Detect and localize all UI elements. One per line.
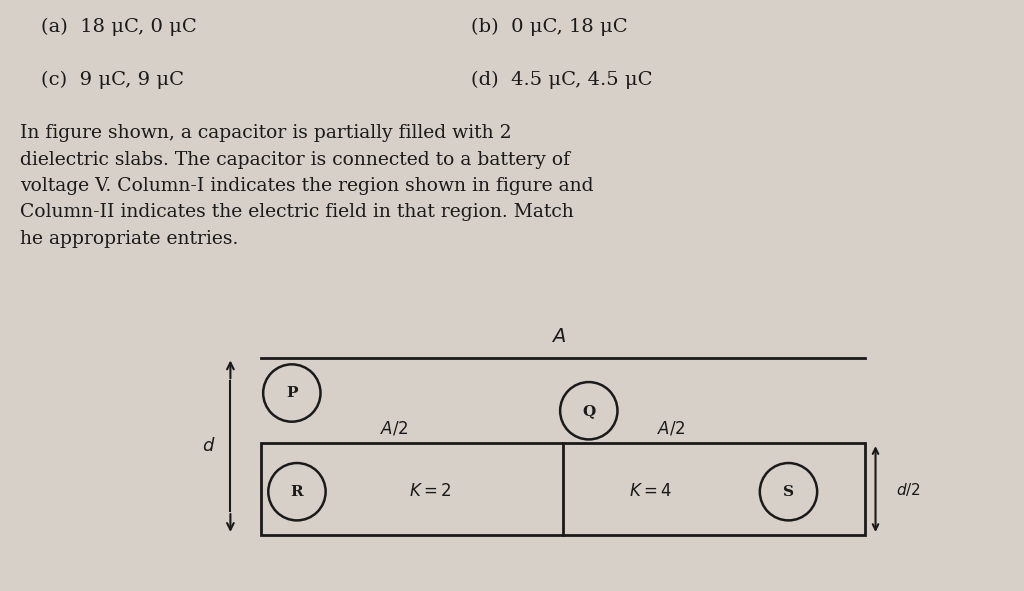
Text: Q: Q bbox=[583, 404, 595, 418]
Text: (c)  9 μC, 9 μC: (c) 9 μC, 9 μC bbox=[41, 71, 184, 89]
Text: $K = 2$: $K = 2$ bbox=[409, 483, 452, 500]
Text: $A/2$: $A/2$ bbox=[380, 420, 409, 437]
Text: P: P bbox=[286, 386, 298, 400]
Text: (a)  18 μC, 0 μC: (a) 18 μC, 0 μC bbox=[41, 18, 197, 36]
Text: $d$: $d$ bbox=[202, 437, 215, 455]
Text: $K = 4$: $K = 4$ bbox=[629, 483, 672, 500]
Bar bbox=[261, 443, 865, 535]
Text: (d)  4.5 μC, 4.5 μC: (d) 4.5 μC, 4.5 μC bbox=[471, 71, 652, 89]
Text: (b)  0 μC, 18 μC: (b) 0 μC, 18 μC bbox=[471, 18, 628, 36]
Text: S: S bbox=[783, 485, 794, 499]
Text: In figure shown, a capacitor is partially filled with 2
dielectric slabs. The ca: In figure shown, a capacitor is partiall… bbox=[20, 124, 594, 248]
Text: $A/2$: $A/2$ bbox=[656, 420, 685, 437]
Text: R: R bbox=[291, 485, 303, 499]
Text: $A$: $A$ bbox=[551, 328, 565, 346]
Text: $d/2$: $d/2$ bbox=[896, 481, 921, 498]
